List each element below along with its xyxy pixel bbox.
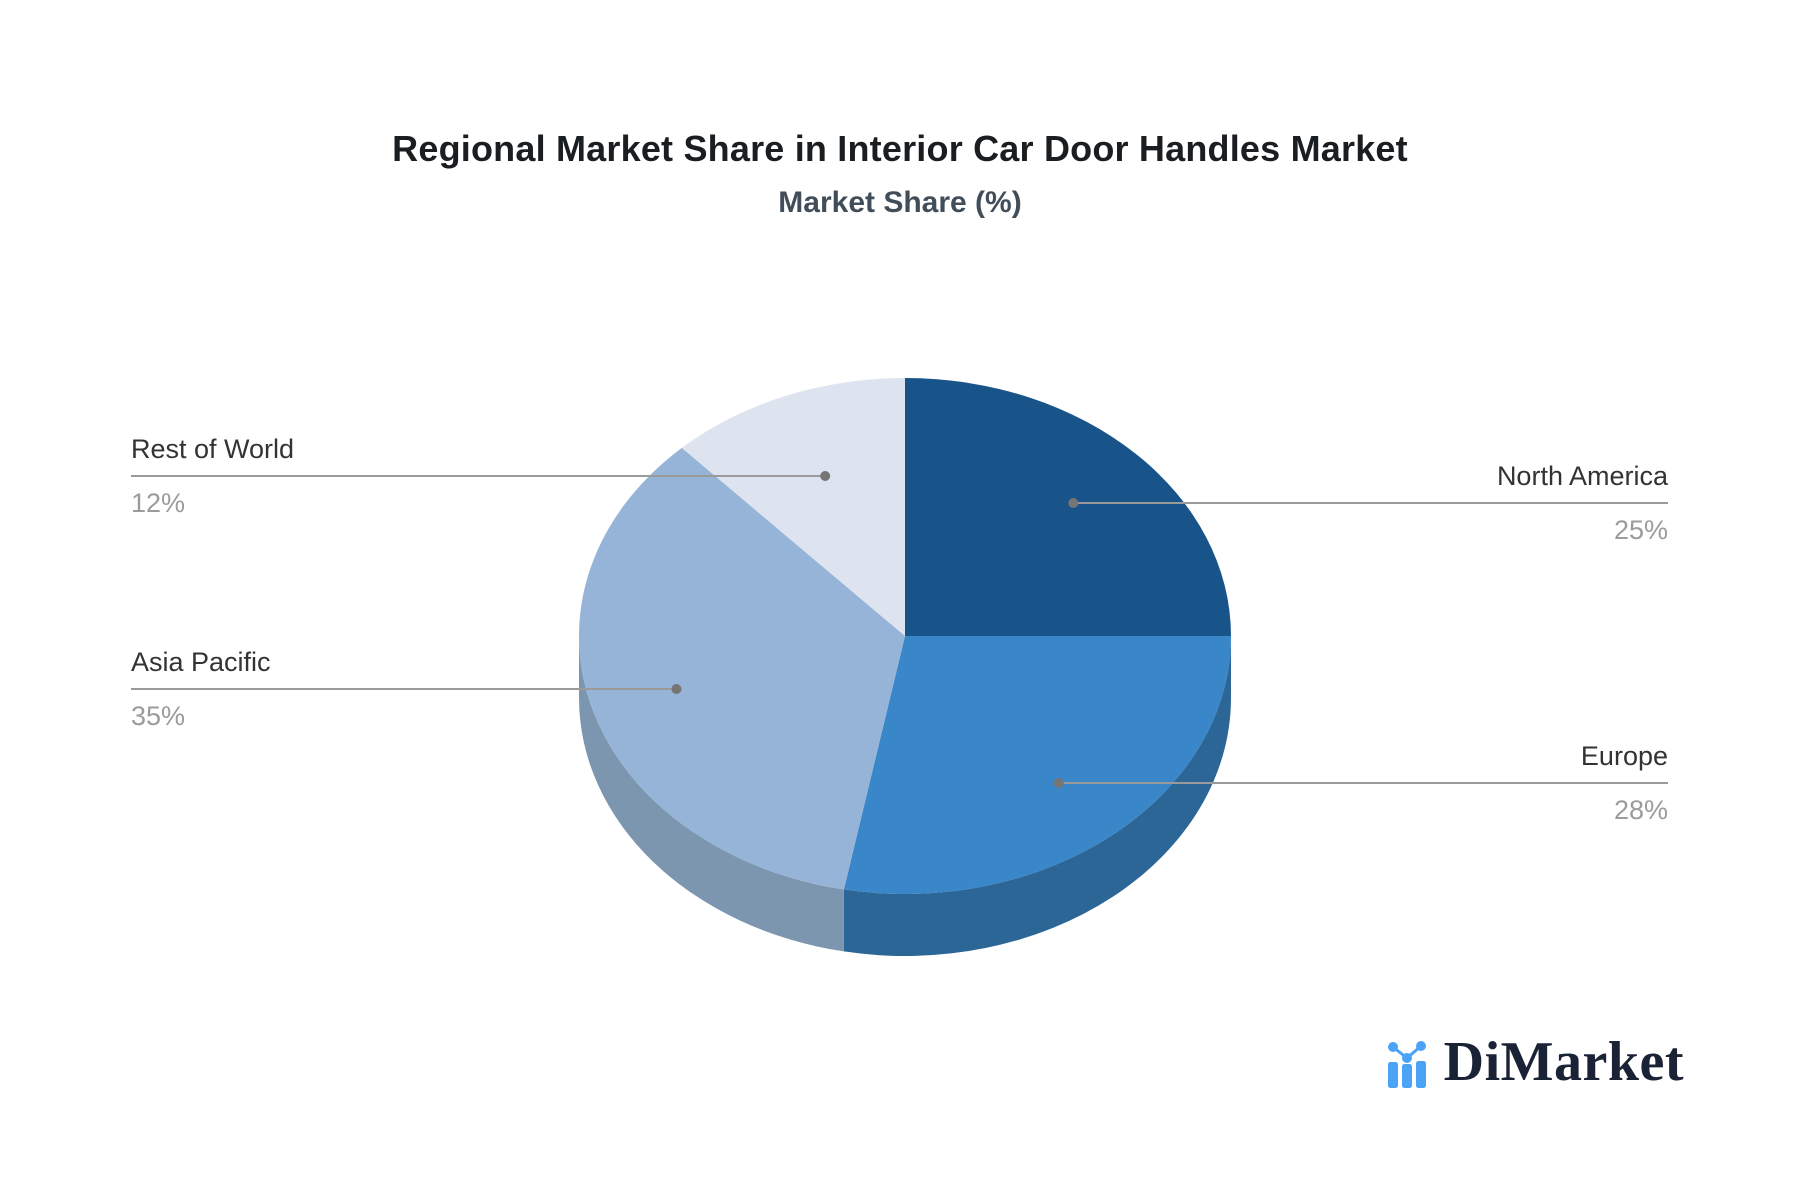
slice-label-value: 35% xyxy=(131,701,186,731)
logo-bar-2 xyxy=(1401,1064,1412,1088)
pie-slice-side-europe xyxy=(843,636,1231,957)
slice-label-name: Rest of World xyxy=(131,434,295,464)
slice-label-name: Europe xyxy=(1580,741,1668,771)
pie-slice-side-asia-pacific xyxy=(579,636,844,952)
chart-subtitle: Market Share (%) xyxy=(778,186,1022,219)
leader-dot-rest-of-world xyxy=(820,471,831,481)
brand-logo: DiMarket xyxy=(1387,1031,1684,1093)
slice-label-value: 25% xyxy=(1613,515,1668,545)
slice-label-value: 28% xyxy=(1613,795,1668,825)
leader-dot-asia-pacific xyxy=(671,684,682,694)
logo-bar-3 xyxy=(1415,1061,1426,1088)
pie-slice-north-america xyxy=(905,378,1231,636)
slice-label-name: Asia Pacific xyxy=(131,647,271,677)
chart-title: Regional Market Share in Interior Car Do… xyxy=(392,128,1408,169)
pie-slice-europe xyxy=(843,636,1231,894)
leader-dot-north-america xyxy=(1068,498,1079,508)
brand-name: DiMarket xyxy=(1443,1031,1684,1093)
bar-line-chart-icon xyxy=(1387,1041,1426,1088)
leader-dot-europe xyxy=(1053,778,1064,788)
slice-label-asia-pacific: Asia Pacific 35% xyxy=(131,646,271,732)
logo-dot-1 xyxy=(1387,1042,1398,1052)
slice-label-name: North America xyxy=(1496,461,1668,491)
logo-bar-1 xyxy=(1387,1062,1398,1088)
pie-slice-asia-pacific xyxy=(579,447,905,890)
pie-slice-rest-of-world xyxy=(681,378,905,636)
slice-label-north-america: North America 25% xyxy=(1497,460,1668,546)
logo-dot-3 xyxy=(1415,1041,1426,1051)
slice-label-value: 12% xyxy=(131,488,186,518)
logo-dot-2 xyxy=(1401,1053,1412,1063)
slice-label-rest-of-world: Rest of World 12% xyxy=(131,433,294,519)
slice-label-europe: Europe 28% xyxy=(1581,740,1668,826)
